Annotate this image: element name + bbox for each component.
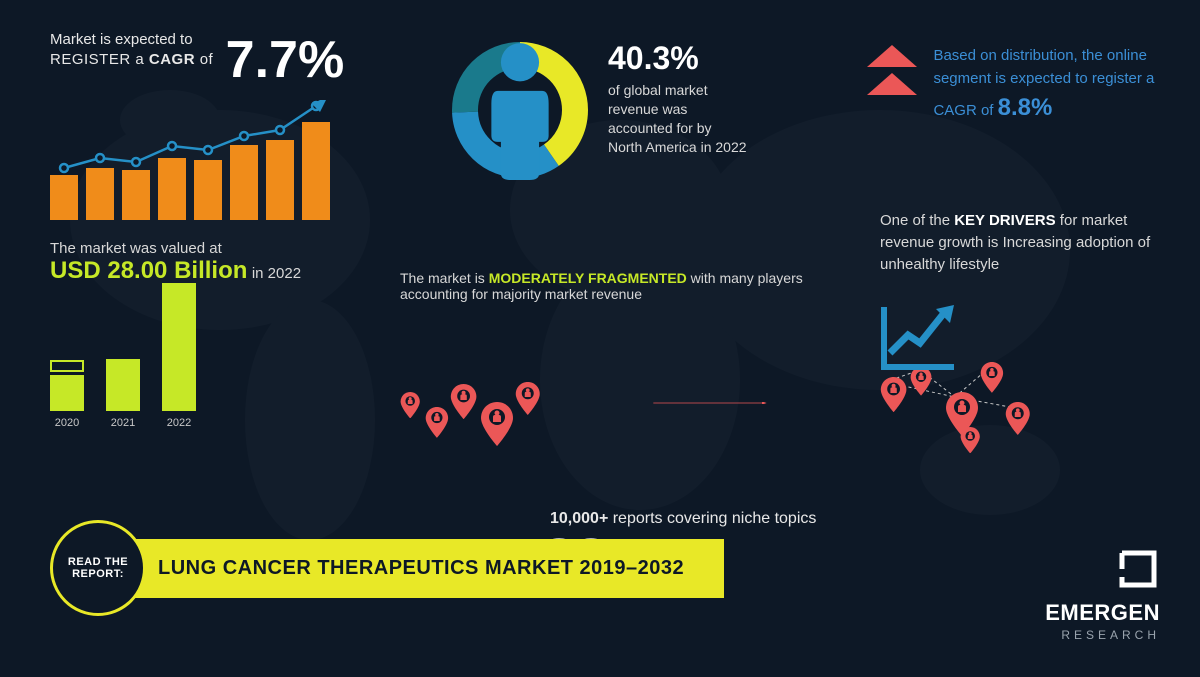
location-pin-icon [515,382,541,420]
location-pin-icon [880,377,907,417]
location-pin-icon [480,402,514,451]
cagr-stat-block: Market is expected toREGISTER a CAGR of … [50,30,390,220]
person-icon [450,40,590,180]
location-pin-icon [450,384,477,424]
cagr-prefix: Market is expected toREGISTER a CAGR of [50,30,213,69]
online-cagr-block: Based on distribution, the online segmen… [865,45,1175,126]
fragmented-text: The market is MODERATELY FRAGMENTED with… [400,270,820,302]
reports-count-text: 10,000+ reports covering niche topics [550,510,816,528]
up-arrows-icon [865,45,919,110]
arrow-icon [540,402,880,404]
cagr-bar-chart [50,100,330,220]
cagr-value: 7.7% [226,30,345,90]
valued-line1: The market was valued at [50,240,350,257]
location-pin-icon [960,427,980,458]
donut-desc: of global market revenue was accounted f… [608,81,748,157]
market-share-donut-block: 40.3% of global market revenue was accou… [450,40,748,180]
location-pin-icon [425,407,449,443]
player-pins [400,322,820,462]
logo-brand: EMERGEN [1045,600,1160,626]
growth-icon [880,299,1160,376]
fragmented-block: The market is MODERATELY FRAGMENTED with… [400,270,820,462]
cagr-trend-line [50,100,330,220]
emergen-logo: EMERGEN RESEARCH [1045,547,1160,642]
read-report-circle[interactable]: READ THE REPORT: [50,520,146,616]
location-pin-icon [1005,402,1031,440]
key-drivers-block: One of the KEY DRIVERS for market revenu… [880,210,1160,376]
valued-bar-chart: 202020212022 [50,299,350,429]
location-pin-icon [400,392,420,423]
valued-line2: USD 28.00 Billion in 2022 [50,257,350,285]
logo-mark [1116,547,1160,596]
logo-sub: RESEARCH [1045,628,1160,642]
market-value-block: The market was valued at USD 28.00 Billi… [50,240,350,429]
donut-chart [450,40,590,180]
online-cagr-text: Based on distribution, the online segmen… [933,45,1163,126]
donut-pct: 40.3% [608,40,748,77]
key-drivers-text: One of the KEY DRIVERS for market revenu… [880,210,1160,275]
report-title-banner[interactable]: LUNG CANCER THERAPEUTICS MARKET 2019–203… [98,539,724,598]
